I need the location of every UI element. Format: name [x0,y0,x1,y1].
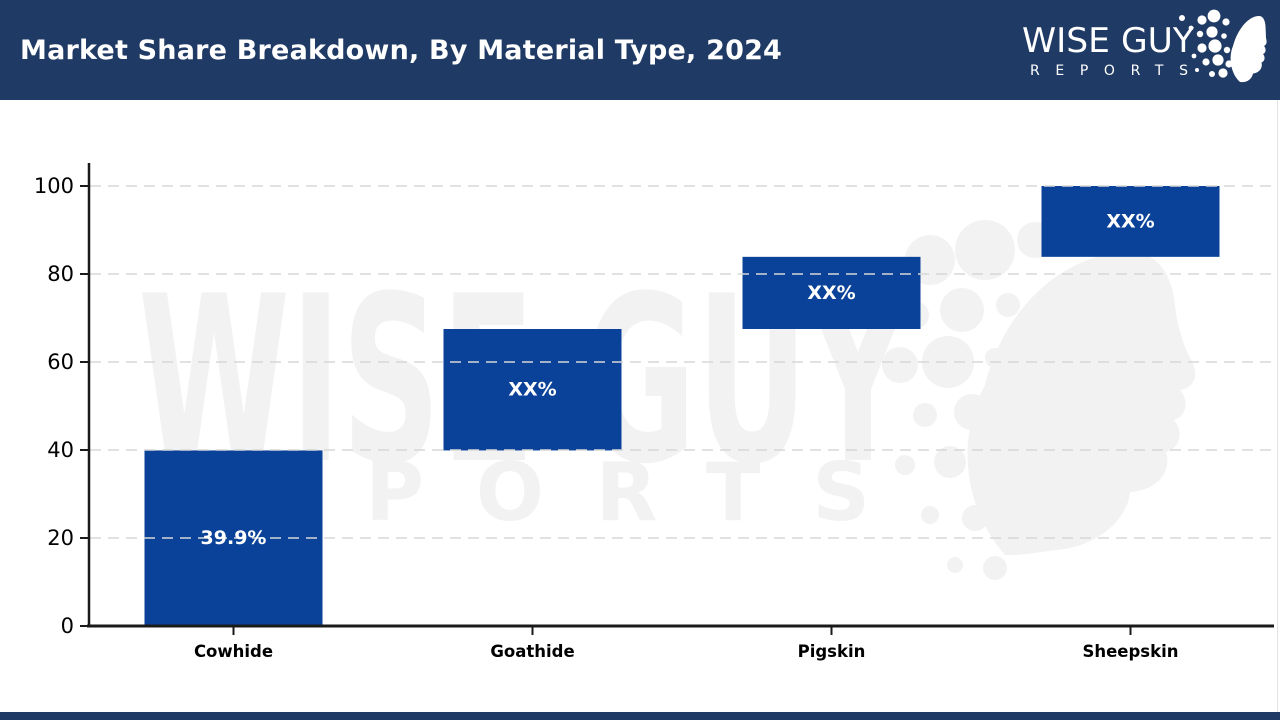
bar-value-label: XX% [508,379,556,401]
logo-face-icon [1179,9,1267,83]
footer-bar [0,712,1280,720]
bar [443,329,622,451]
bar [742,256,921,329]
wiseguy-logo: WISE GUY REPORTS [1022,9,1267,83]
y-tick-label: 80 [47,262,74,286]
logo-wordmark: WISE GUY [1022,21,1194,61]
y-tick-label: 0 [61,614,74,638]
logo-subtext: REPORTS [1030,63,1188,79]
bar-value-label: XX% [807,282,855,304]
x-category-label: Sheepskin [1082,642,1178,661]
header-bar: Market Share Breakdown, By Material Type… [0,0,1280,100]
bar-value-label: XX% [1106,210,1154,232]
axes-group: 0 20 40 60 80 100 Cowhide Goathide Pigskin Sheeps… [34,163,1274,661]
bar-value-label: 39.9% [201,527,267,549]
y-tick-label: 100 [34,174,74,198]
y-tick-label: 20 [47,526,74,550]
y-tick-label: 40 [47,438,74,462]
bar [1041,186,1220,257]
bars-group [144,186,1220,626]
x-category-label: Pigskin [798,642,866,661]
bar-labels-group: 39.9% XX% XX% XX% [201,210,1155,549]
chart-title: Market Share Breakdown, By Material Type… [20,34,783,66]
waterfall-chart: WISE GUY REPORTS [34,100,1278,712]
y-tick-label: 60 [47,350,74,374]
chart-area: WISE GUY REPORTS [0,100,1280,712]
x-category-label: Goathide [490,642,574,661]
x-category-label: Cowhide [194,642,273,661]
